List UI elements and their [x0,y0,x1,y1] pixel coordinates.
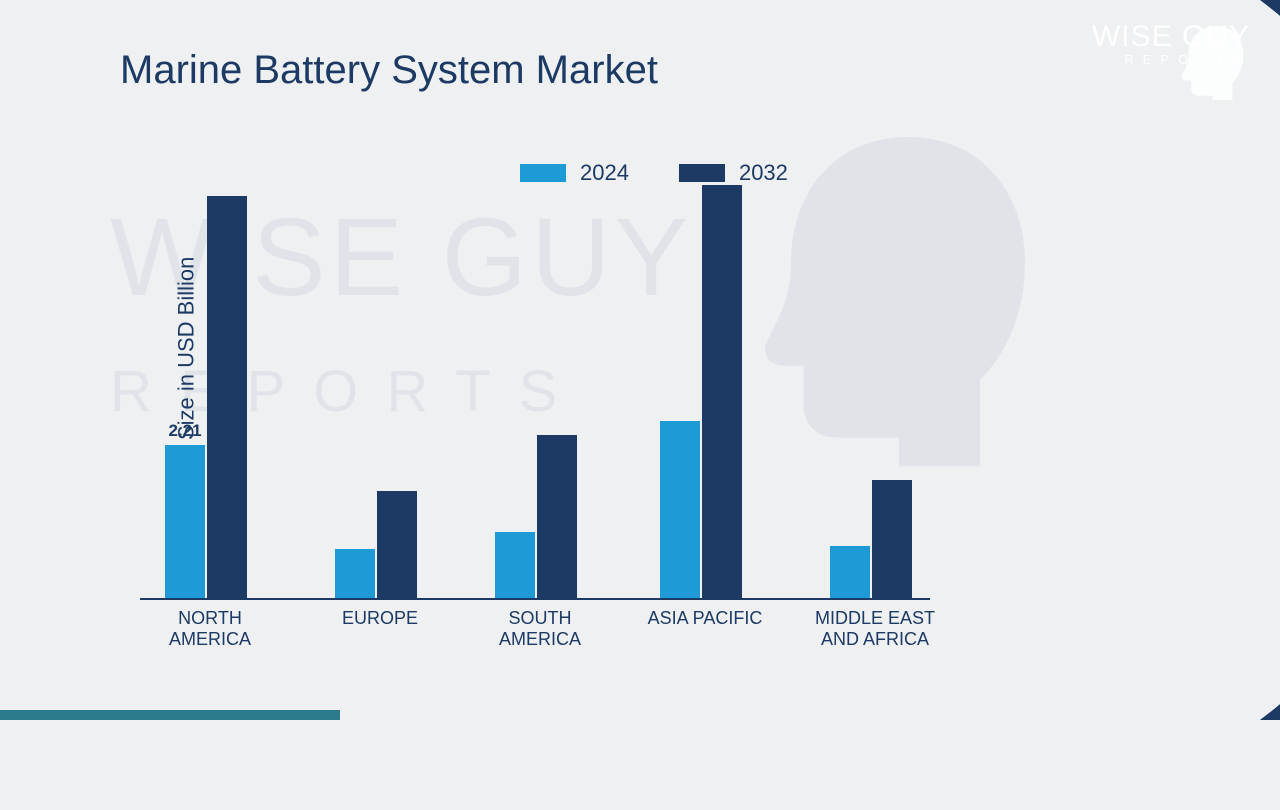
x-category-label: ASIA PACIFIC [635,600,775,629]
bar-series-b [872,480,912,598]
bar-series-b [537,435,577,598]
bottom-accent-bar [0,710,340,720]
logo-text-1b: GUY [1182,20,1250,53]
x-category-label: EUROPE [310,600,450,629]
page-title: Marine Battery System Market [120,48,658,93]
bar-series-a [335,549,375,598]
bar-series-b [702,185,742,598]
x-category-label: SOUTH AMERICA [470,600,610,649]
bar-series-b [377,491,417,599]
bar-series-b [207,196,247,598]
chart: Market Size in USD Billion 2024 2032 2.2… [100,170,930,600]
x-category-label: NORTH AMERICA [140,600,280,649]
bar-series-a [660,421,700,598]
plot-area: 2.21NORTH AMERICAEUROPESOUTH AMERICAASIA… [140,170,930,600]
bar-series-a [495,532,535,598]
logo-text-2: REPORTS [1092,52,1250,67]
logo-text-1a: WISE [1092,20,1173,53]
bar-series-a [830,546,870,598]
bar-series-a: 2.21 [165,445,205,598]
x-category-label: MIDDLE EAST AND AFRICA [805,600,945,649]
logo: WISE GUY REPORTS [1092,20,1250,67]
bar-value-label: 2.21 [165,421,205,441]
